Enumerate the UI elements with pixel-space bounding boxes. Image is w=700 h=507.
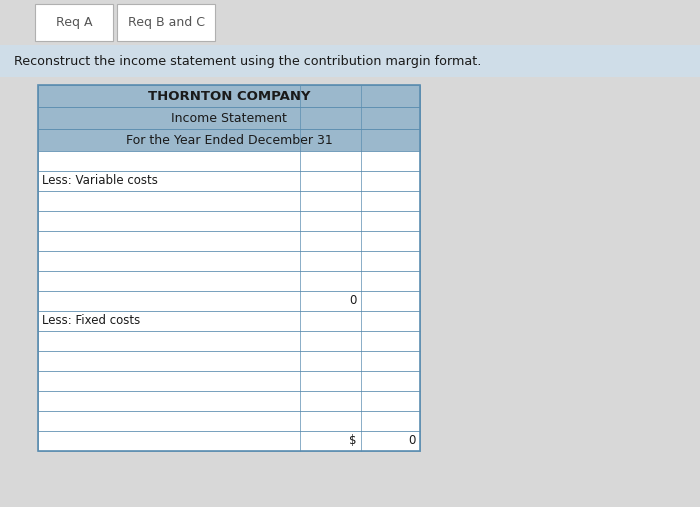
Text: 0: 0 [349,295,357,308]
Text: 0: 0 [409,434,416,448]
Text: THORNTON COMPANY: THORNTON COMPANY [148,90,310,102]
Bar [38,211,420,231]
Bar [38,85,420,107]
Bar [38,85,420,451]
Bar [38,191,420,211]
Bar [38,391,420,411]
Bar [35,4,113,41]
Bar [38,129,420,151]
Bar [38,431,420,451]
Bar [38,351,420,371]
Bar [38,151,420,171]
Bar [38,331,420,351]
Text: For the Year Ended December 31: For the Year Ended December 31 [125,133,332,147]
Bar [38,291,420,311]
Text: Req A: Req A [56,16,92,29]
Bar [38,311,420,331]
Text: Req B and C: Req B and C [127,16,204,29]
Text: Income Statement: Income Statement [171,112,287,125]
Bar [38,107,420,129]
Bar [38,371,420,391]
Text: $: $ [349,434,357,448]
Text: Less: Variable costs: Less: Variable costs [42,174,158,188]
Bar [117,4,215,41]
Bar [38,411,420,431]
Bar [38,231,420,251]
Bar [38,171,420,191]
Bar [38,271,420,291]
Bar [0,45,700,77]
Text: Reconstruct the income statement using the contribution margin format.: Reconstruct the income statement using t… [14,54,482,67]
Bar [0,0,700,45]
Bar [38,251,420,271]
Text: Less: Fixed costs: Less: Fixed costs [42,314,140,328]
